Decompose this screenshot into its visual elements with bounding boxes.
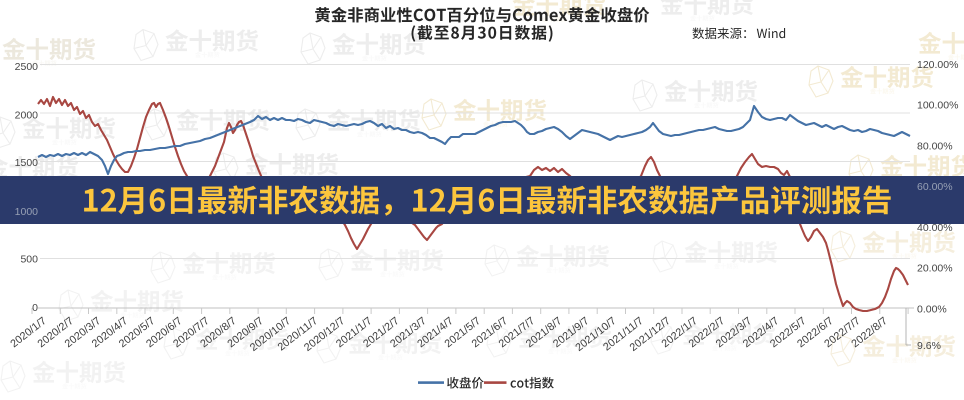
svg-text:0: 0	[32, 302, 38, 314]
svg-text:1500: 1500	[15, 157, 39, 169]
svg-text:2500: 2500	[15, 61, 39, 73]
svg-text:2000: 2000	[15, 110, 39, 122]
svg-text:0.00%: 0.00%	[917, 303, 947, 315]
svg-text:60.00%: 60.00%	[917, 181, 953, 193]
svg-text:500: 500	[20, 254, 38, 266]
svg-text:100.00%: 100.00%	[917, 100, 958, 112]
svg-text:9.6%: 9.6%	[917, 340, 941, 352]
svg-text:20.00%: 20.00%	[917, 263, 953, 275]
svg-text:1000: 1000	[15, 206, 39, 218]
svg-text:40.00%: 40.00%	[917, 222, 953, 234]
svg-text:120.00%: 120.00%	[917, 59, 958, 71]
svg-text:80.00%: 80.00%	[917, 140, 953, 152]
